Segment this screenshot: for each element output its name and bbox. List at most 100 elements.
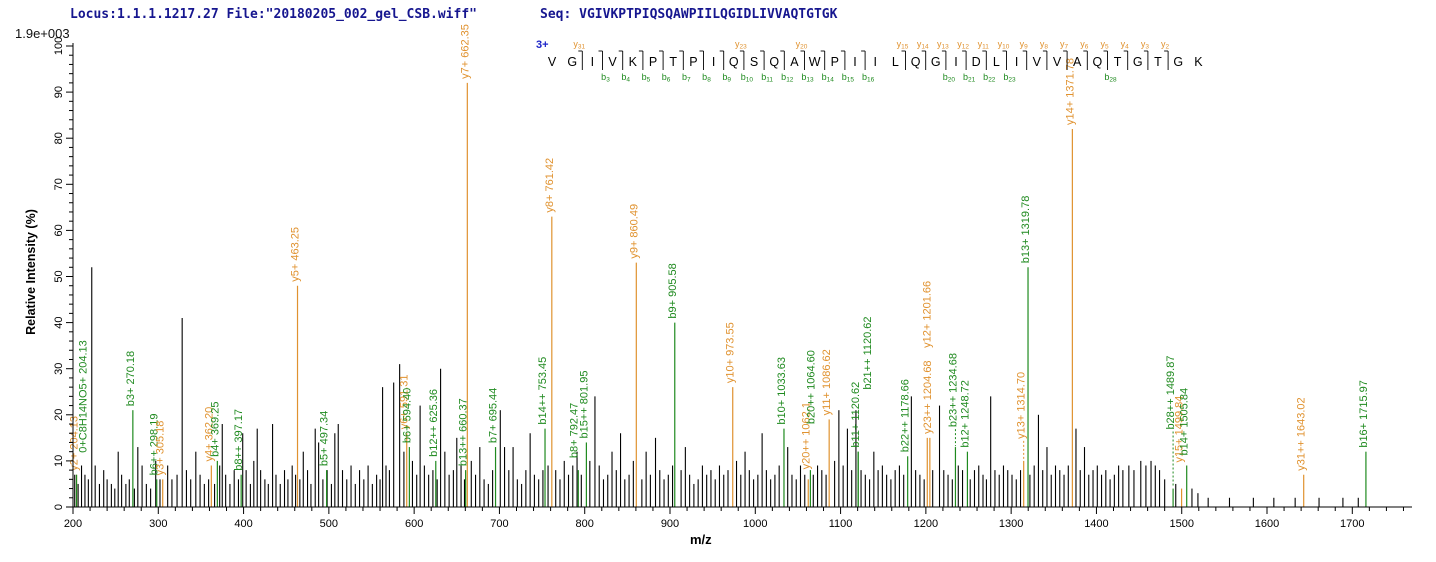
sequence-residue: P [649, 55, 657, 69]
peak-label: b14++ 753.45 [537, 357, 549, 425]
y-ion-marker: y2 [1161, 39, 1170, 51]
sequence-residue: L [993, 55, 1000, 69]
sequence-residue: A [790, 55, 799, 69]
y-ion-marker: y15 [897, 39, 909, 51]
sequence-residue: G [567, 55, 577, 69]
peak-label: y14+ 1371.78 [1064, 58, 1076, 125]
x-tick-label: 200 [64, 518, 82, 530]
b-ion-marker: b5 [642, 72, 651, 84]
peak-label: b15++ 801.95 [578, 371, 590, 439]
peak-label: b22++ 1178.66 [900, 379, 912, 452]
peak-label: y10+ 973.55 [725, 322, 737, 383]
sequence-header: Seq: VGIVKPTPIQSQAWPIILQGIDLIVVAQTGTGK [540, 7, 837, 22]
peak-label: b12+ 1248.72 [959, 380, 971, 448]
y-ion-marker: y4 [1121, 39, 1130, 51]
peak-label: y9+ 860.49 [628, 204, 640, 259]
y-tick-label: 50 [53, 270, 65, 282]
y-ion-marker: y7 [1060, 39, 1069, 51]
y-tick-label: 70 [53, 178, 65, 190]
peak-label: b28++ 1489.87 [1165, 356, 1177, 430]
sequence-residue: L [892, 55, 899, 69]
peak-label: b10+ 1033.63 [776, 357, 788, 425]
b-ion-marker: b16 [862, 72, 875, 84]
peak-label: y7+ 662.35 [459, 24, 471, 79]
sequence-residue: K [1194, 55, 1203, 69]
peak-label: b6++ 298.19 [149, 414, 161, 476]
sequence-residue: T [1114, 55, 1122, 69]
y-tick-label: 10 [53, 455, 65, 467]
peak-label: b7+ 695.44 [488, 388, 500, 443]
sequence-residue: Q [769, 55, 779, 69]
x-axis-title: m/z [690, 532, 712, 547]
sequence-residue: W [809, 55, 821, 69]
x-tick-label: 500 [320, 518, 338, 530]
b-ion-marker: b12 [781, 72, 794, 84]
x-tick-label: 1200 [914, 518, 938, 530]
peak-label: y15+ 1499.84 [1174, 396, 1186, 463]
peak-label: b8++ 397.17 [233, 409, 245, 471]
sequence-residue: K [629, 55, 638, 69]
b-ion-marker: b8 [702, 72, 711, 84]
peak-label: y23++ 1204.68 [922, 360, 934, 433]
sequence-residue: Q [911, 55, 921, 69]
sequence-residue: I [853, 55, 856, 69]
b-ion-marker: b11 [761, 72, 773, 84]
sequence-residue: V [548, 55, 557, 69]
y-tick-label: 100 [53, 37, 65, 55]
b-ion-marker: b23 [1003, 72, 1016, 84]
sequence-residue: V [1033, 55, 1042, 69]
sequence-residue: G [931, 55, 941, 69]
peak-label: b20++ 1064.60 [805, 350, 817, 424]
y-axis-title: Relative Intensity (%) [24, 209, 38, 335]
sequence-residue: G [1133, 55, 1143, 69]
sequence-residue: S [750, 55, 758, 69]
peak-label: b12++ 625.36 [428, 389, 440, 457]
seq-label: Seq: [540, 7, 572, 22]
y-ion-marker: y11 [978, 39, 990, 51]
x-tick-label: 400 [234, 518, 252, 530]
peak-label: y11+ 1086.62 [821, 349, 833, 415]
b-ion-marker: b20 [943, 72, 956, 84]
x-tick-label: 1300 [999, 518, 1023, 530]
peak-label: b13+ 1319.78 [1020, 196, 1032, 264]
x-tick-label: 1500 [1169, 518, 1193, 530]
peak-label: b9+ 905.58 [667, 263, 679, 318]
b-ion-marker: b4 [621, 72, 630, 84]
y-ion-marker: y6 [1080, 39, 1089, 51]
sequence-residue: V [1053, 55, 1062, 69]
peak-label: b8+ 792.47 [568, 403, 580, 458]
b-ion-marker: b7 [682, 72, 691, 84]
y-ion-marker: y10 [998, 39, 1010, 51]
sequence-residue: I [591, 55, 594, 69]
b-ion-marker: b15 [842, 72, 855, 84]
x-tick-label: 900 [661, 518, 679, 530]
peak-label: y8+ 761.42 [544, 158, 556, 213]
y-tick-label: 20 [53, 409, 65, 421]
peak-label: b11+ 1120.62 [850, 382, 862, 448]
peak-label: b13++ 660.37 [458, 398, 470, 466]
sequence-residue: I [954, 55, 957, 69]
peak-label: 0+C8H14NO5+ 204.13 [78, 340, 90, 453]
y-ion-marker: y14 [917, 39, 929, 51]
y-tick-label: 40 [53, 316, 65, 328]
peak-label: b4+ 369.25 [209, 402, 221, 457]
peak-label: y2+ 204.13 [69, 416, 81, 471]
x-tick-label: 1600 [1255, 518, 1279, 530]
peak-label: b5+ 497.34 [319, 411, 331, 466]
y-ion-marker: y23 [735, 39, 747, 51]
y-ion-marker: y20 [796, 39, 808, 51]
y-tick-label: 60 [53, 224, 65, 236]
b-ion-marker: b10 [741, 72, 754, 84]
sequence-residue: Q [1093, 55, 1103, 69]
x-tick-label: 800 [576, 518, 594, 530]
peak-label: b3+ 270.18 [125, 351, 137, 406]
b-ion-marker: b3 [601, 72, 610, 84]
y-tick-label: 30 [53, 363, 65, 375]
sequence-residue: T [1154, 55, 1162, 69]
sequence-residue: I [712, 55, 715, 69]
peak-label: y3+ 305.18 [155, 421, 167, 476]
b-ion-marker: b13 [801, 72, 814, 84]
x-tick-label: 600 [405, 518, 423, 530]
